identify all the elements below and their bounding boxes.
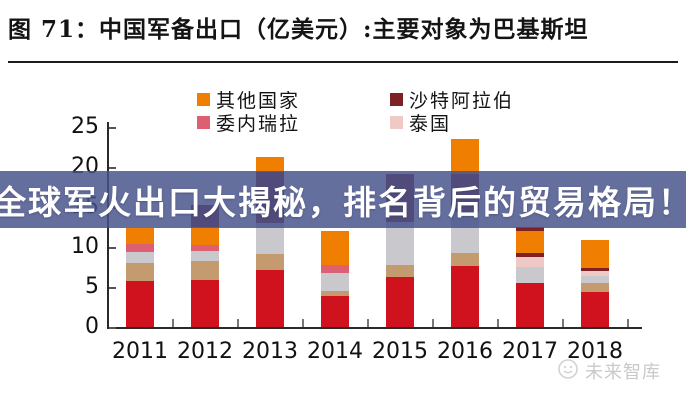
- x-tick-mark: [236, 319, 239, 327]
- bar-segment-2011-rose: [126, 243, 154, 252]
- promo-overlay-text: 全球军火出口大揭秘，排名背后的贸易格局！: [0, 182, 686, 222]
- bar-segment-2014-orange: [321, 231, 349, 265]
- bar-segment-2011-red: [126, 281, 154, 327]
- title-divider: [8, 61, 678, 63]
- x-tick-label-2014: 2014: [307, 339, 363, 364]
- bar-2018: [581, 70, 609, 327]
- bar-segment-2014-red: [321, 295, 349, 327]
- bar-segment-2017-darkred: [516, 253, 544, 257]
- y-tick-mark: [109, 287, 116, 289]
- x-tick-mark: [431, 319, 434, 327]
- bar-segment-2013-orange: [256, 156, 284, 172]
- figure-title: 图 71：中国军备出口（亿美元）:主要对象为巴基斯坦: [8, 16, 589, 43]
- y-tick-mark: [109, 127, 116, 129]
- bar-segment-2014-gray: [321, 272, 349, 291]
- x-tick-mark: [171, 319, 174, 327]
- bar-2017: [516, 70, 544, 327]
- bar-segment-2015-gray: [386, 222, 414, 265]
- bar-segment-2016-red: [451, 266, 479, 327]
- y-tick-label: 5: [85, 274, 99, 299]
- y-tick-label: 0: [85, 314, 99, 339]
- y-tick-label: 10: [71, 234, 99, 259]
- x-tick-mark: [301, 319, 304, 327]
- bar-segment-2017-darkred: [516, 227, 544, 231]
- x-tick-label-2013: 2013: [242, 339, 298, 364]
- watermark-text: 未来智库: [585, 362, 661, 383]
- x-tick-label-2017: 2017: [502, 339, 558, 364]
- bar-segment-2012-rose: [191, 244, 219, 251]
- x-tick-mark: [366, 319, 369, 327]
- x-tick-mark: [496, 319, 499, 327]
- bar-2014: [321, 70, 349, 327]
- bar-segment-2013-tan: [256, 254, 284, 271]
- bar-segment-2011-gray: [126, 251, 154, 263]
- bar-segment-2013-gray: [256, 223, 284, 255]
- y-tick-mark: [109, 167, 116, 169]
- bar-segment-2012-orange: [191, 227, 219, 245]
- bar-segment-2018-lightpink: [581, 271, 609, 276]
- x-tick-label-2018: 2018: [567, 339, 623, 364]
- bar-segment-2015-red: [386, 277, 414, 327]
- bar-segment-2014-rose: [321, 264, 349, 273]
- x-tick-label-2016: 2016: [437, 339, 493, 364]
- bar-segment-2018-darkred: [581, 267, 609, 271]
- bar-segment-2012-gray: [191, 251, 219, 262]
- bar-segment-2016-tan: [451, 253, 479, 267]
- bar-segment-2012-red: [191, 279, 219, 327]
- x-tick-label-2015: 2015: [372, 339, 428, 364]
- promo-overlay-banner: 全球军火出口大揭秘，排名背后的贸易格局！: [0, 171, 686, 228]
- x-axis-line: [107, 327, 642, 329]
- bar-segment-2017-red: [516, 283, 544, 327]
- y-tick-mark: [109, 247, 116, 249]
- bar-segment-2017-lightpink: [516, 256, 544, 267]
- bar-segment-2018-tan: [581, 283, 609, 292]
- watermark: 未来智库: [556, 357, 661, 385]
- x-tick-label-2011: 2011: [112, 339, 168, 364]
- y-tick-mark: [109, 327, 116, 329]
- bar-segment-2016-orange: [451, 139, 479, 175]
- bar-segment-2018-red: [581, 291, 609, 327]
- bar-segment-2015-tan: [386, 264, 414, 278]
- bar-segment-2017-orange: [516, 231, 544, 254]
- bar-segment-2011-tan: [126, 263, 154, 282]
- smiley-face-icon: [556, 357, 580, 385]
- bar-segment-2018-gray: [581, 275, 609, 283]
- x-tick-mark: [626, 319, 629, 327]
- bar-segment-2013-red: [256, 270, 284, 327]
- bar-segment-2018-orange: [581, 239, 609, 268]
- x-tick-mark: [561, 319, 564, 327]
- bar-segment-2012-tan: [191, 261, 219, 280]
- bar-segment-2011-orange: [126, 227, 154, 244]
- x-tick-label-2012: 2012: [177, 339, 233, 364]
- bar-segment-2017-gray: [516, 267, 544, 283]
- bar-segment-2014-tan: [321, 291, 349, 296]
- y-tick-label: 25: [71, 114, 99, 139]
- bar-2011: [126, 70, 154, 327]
